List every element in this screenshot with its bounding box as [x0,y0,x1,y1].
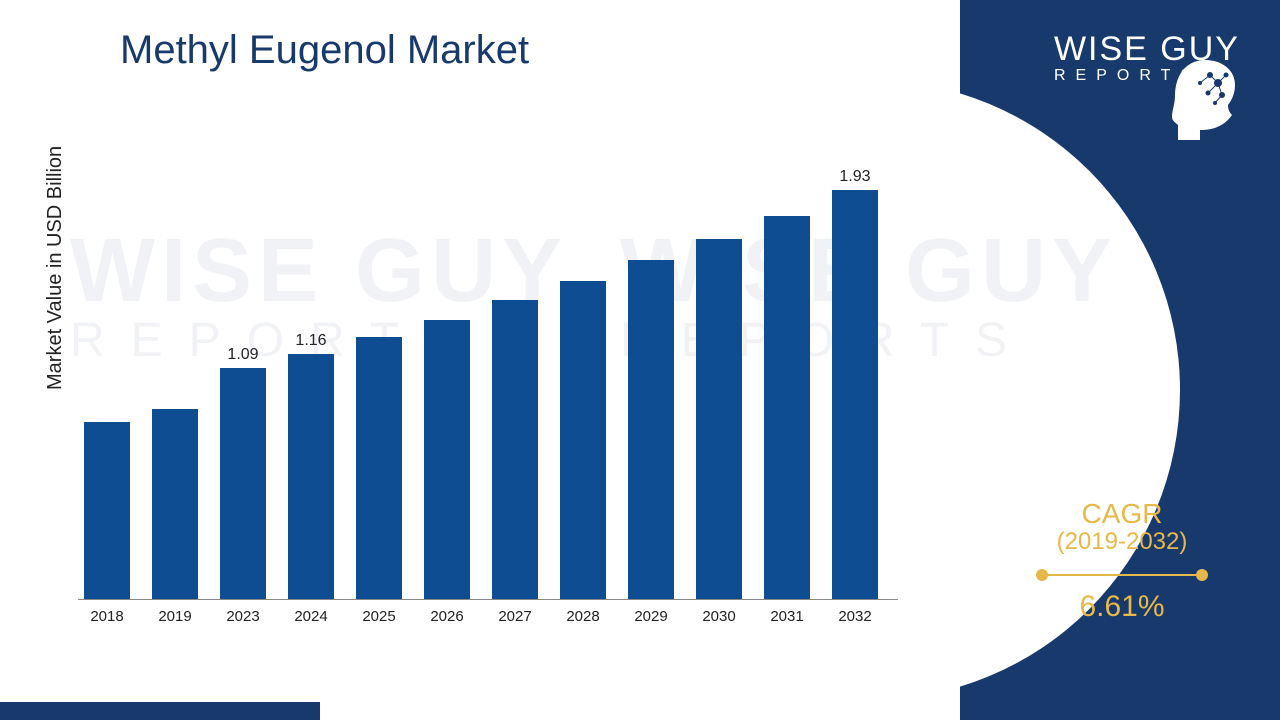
x-tick-label: 2024 [278,608,344,625]
x-tick-label: 2018 [74,608,140,625]
x-tick-label: 2030 [686,608,752,625]
bar-chart: 1.09 1.16 1.93 [78,160,898,600]
bar-value-label: 1.16 [288,332,334,350]
dot-icon [1196,569,1208,581]
bar-value-label: 1.93 [832,168,878,186]
bar-rect [152,409,198,600]
x-tick-label: 2029 [618,608,684,625]
cagr-box: CAGR (2019-2032) 6.61% [1022,498,1222,624]
bar-rect [696,239,742,600]
bar-2029 [628,260,674,600]
bar-2032: 1.93 [832,190,878,600]
bar-rect [764,216,810,601]
bar-rect [832,190,878,600]
chart-title: Methyl Eugenol Market [120,28,529,73]
x-tick-label: 2026 [414,608,480,625]
cagr-divider [1042,574,1202,576]
x-tick-label: 2023 [210,608,276,625]
bar-rect [424,320,470,600]
bar-2025 [356,337,402,600]
bar-2031 [764,216,810,601]
bar-rect [288,354,334,600]
x-tick-label: 2019 [142,608,208,625]
cagr-range: (2019-2032) [1022,528,1222,556]
brand-logo: WISE GUY REPORTS [1054,30,1240,85]
y-axis-label: Market Value in USD Billion [44,146,67,390]
x-axis-ticks: 2018201920232024202520262027202820292030… [78,608,898,638]
bar-rect [356,337,402,600]
bar-rect [628,260,674,600]
bar-value-label: 1.09 [220,346,266,364]
bar-2028 [560,281,606,600]
x-tick-label: 2031 [754,608,820,625]
bars-container: 1.09 1.16 1.93 [78,160,898,600]
cagr-title: CAGR [1022,498,1222,530]
dot-icon [1036,569,1048,581]
x-axis-line [78,599,898,600]
head-silhouette-icon [1170,55,1240,145]
x-tick-label: 2028 [550,608,616,625]
bottom-accent-bar [0,702,320,720]
bar-2019 [152,409,198,600]
bar-rect [560,281,606,600]
bar-rect [492,300,538,600]
bar-2030 [696,239,742,600]
report-canvas: WISE GUY REPORTS WISE GUY REPORTS Methyl… [0,0,1280,720]
bar-2023: 1.09 [220,368,266,600]
bar-rect [84,422,130,600]
bar-2024: 1.16 [288,354,334,600]
bar-2027 [492,300,538,600]
cagr-value: 6.61% [1022,590,1222,624]
bar-2026 [424,320,470,600]
x-tick-label: 2027 [482,608,548,625]
x-tick-label: 2032 [822,608,888,625]
bar-rect [220,368,266,600]
x-tick-label: 2025 [346,608,412,625]
bar-2018 [84,422,130,600]
